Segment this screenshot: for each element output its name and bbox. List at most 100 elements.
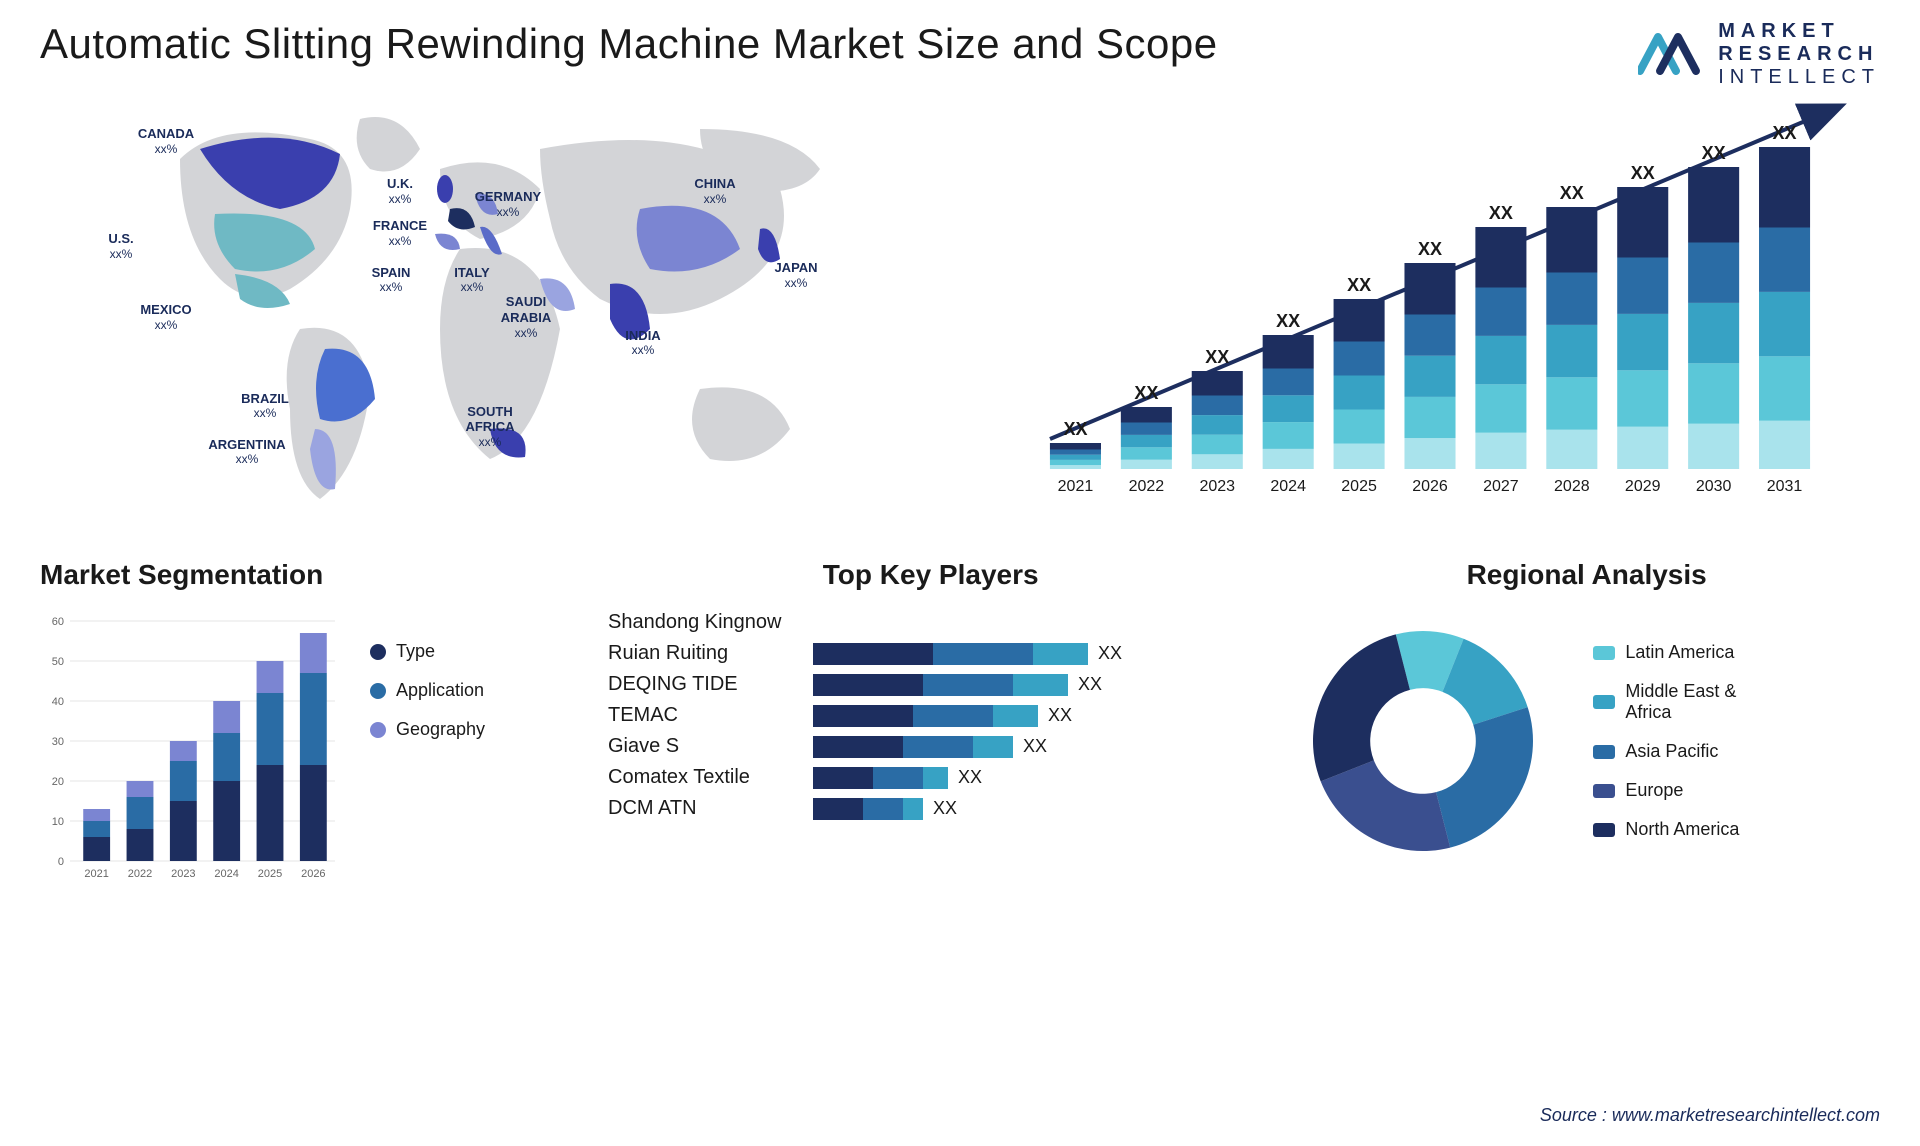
svg-text:50: 50: [52, 656, 64, 668]
player-row: DCM ATN XX: [608, 797, 1253, 820]
svg-text:60: 60: [52, 616, 64, 628]
svg-text:30: 30: [52, 736, 64, 748]
player-value: XX: [1098, 643, 1122, 664]
player-value: XX: [1023, 736, 1047, 757]
regional-legend: Latin America Middle East &Africa Asia Pac…: [1593, 642, 1739, 840]
player-name: DEQING TIDE: [608, 673, 798, 696]
map-label: U.K.xx%: [387, 176, 413, 206]
key-players-title: Top Key Players: [608, 559, 1253, 591]
svg-text:2025: 2025: [1341, 478, 1377, 495]
svg-text:2021: 2021: [84, 868, 108, 880]
player-value: XX: [958, 767, 982, 788]
svg-text:2029: 2029: [1625, 478, 1661, 495]
legend-item: Geography: [370, 719, 485, 740]
svg-text:2022: 2022: [1129, 478, 1165, 495]
map-label: SOUTHAFRICAxx%: [465, 404, 514, 450]
legend-item: Latin America: [1593, 642, 1739, 663]
source-label: Source : www.marketresearchintellect.com: [1540, 1105, 1880, 1126]
svg-text:2026: 2026: [1412, 478, 1448, 495]
logo-line1: MARKET: [1718, 20, 1880, 43]
player-name: Comatex Textile: [608, 766, 798, 789]
svg-text:10: 10: [52, 816, 64, 828]
map-label: ARGENTINAxx%: [208, 437, 285, 467]
svg-text:XX: XX: [1489, 203, 1513, 223]
svg-text:2028: 2028: [1554, 478, 1590, 495]
player-value: XX: [1078, 674, 1102, 695]
legend-item: Type: [370, 641, 485, 662]
map-label: GERMANYxx%: [475, 189, 541, 219]
player-row: Giave S XX: [608, 735, 1253, 758]
player-value: XX: [1048, 705, 1072, 726]
map-label: FRANCExx%: [373, 218, 427, 248]
logo-line2: RESEARCH: [1718, 43, 1880, 66]
logo-text: MARKET RESEARCH INTELLECT: [1718, 20, 1880, 89]
page-title: Automatic Slitting Rewinding Machine Mar…: [40, 20, 1218, 68]
svg-text:2031: 2031: [1767, 478, 1803, 495]
legend-item: Asia Pacific: [1593, 741, 1739, 762]
player-value: XX: [933, 798, 957, 819]
svg-text:2024: 2024: [1270, 478, 1306, 495]
world-map: CANADAxx% U.S.xx% MEXICOxx% BRAZILxx% ARGENT…: [40, 99, 940, 519]
svg-text:XX: XX: [1560, 183, 1584, 203]
logo-icon: [1638, 27, 1708, 83]
key-players-list: Shandong Kingnow Ruian Ruiting XX DEQING TI…: [608, 611, 1253, 820]
growth-chart-svg: XX 2021 XX 2022 XX 2023 XX 2024 XX 2025 XX 2026 XX 20…: [980, 99, 1880, 519]
svg-text:XX: XX: [1773, 123, 1797, 143]
svg-text:2021: 2021: [1058, 478, 1094, 495]
segmentation-chart: 0 10 20 30 40 50 60 2021 2022 2023 2024 2025 2026: [40, 611, 340, 891]
logo: MARKET RESEARCH INTELLECT: [1638, 20, 1880, 89]
svg-text:XX: XX: [1418, 239, 1442, 259]
growth-chart: XX 2021 XX 2022 XX 2023 XX 2024 XX 2025 XX 2026 XX 20…: [980, 99, 1880, 519]
svg-text:2024: 2024: [214, 868, 238, 880]
svg-text:2026: 2026: [301, 868, 325, 880]
lower-row: Market Segmentation 0 10 20 30 40 50 60 2021 202…: [40, 559, 1880, 891]
player-row: TEMAC XX: [608, 704, 1253, 727]
player-name: Ruian Ruiting: [608, 642, 798, 665]
map-label: U.S.xx%: [108, 231, 133, 261]
donut-chart: [1293, 611, 1553, 871]
player-name: Shandong Kingnow: [608, 611, 798, 634]
svg-text:XX: XX: [1205, 347, 1229, 367]
logo-line3: INTELLECT: [1718, 66, 1880, 89]
legend-item: Application: [370, 680, 485, 701]
svg-text:XX: XX: [1063, 419, 1087, 439]
legend-item: Europe: [1593, 780, 1739, 801]
svg-text:2027: 2027: [1483, 478, 1519, 495]
upper-row: CANADAxx% U.S.xx% MEXICOxx% BRAZILxx% ARGENT…: [40, 99, 1880, 519]
map-label: ITALYxx%: [454, 265, 489, 295]
player-row: Ruian Ruiting XX: [608, 642, 1253, 665]
player-name: Giave S: [608, 735, 798, 758]
regional-title: Regional Analysis: [1293, 559, 1880, 591]
map-label: MEXICOxx%: [140, 302, 191, 332]
player-row: Shandong Kingnow: [608, 611, 1253, 634]
map-label: SAUDIARABIAxx%: [501, 295, 552, 341]
map-label: INDIAxx%: [625, 328, 660, 358]
map-label: SPAINxx%: [372, 265, 411, 295]
svg-text:20: 20: [52, 776, 64, 788]
key-players-panel: Top Key Players Shandong Kingnow Ruian Ru…: [608, 559, 1253, 891]
map-label: BRAZILxx%: [241, 391, 289, 421]
map-label: CANADAxx%: [138, 126, 194, 156]
segmentation-panel: Market Segmentation 0 10 20 30 40 50 60 2021 202…: [40, 559, 568, 891]
svg-text:2023: 2023: [1199, 478, 1235, 495]
header-row: Automatic Slitting Rewinding Machine Mar…: [40, 20, 1880, 89]
svg-text:0: 0: [58, 856, 64, 868]
player-name: DCM ATN: [608, 797, 798, 820]
map-label: JAPANxx%: [774, 260, 817, 290]
svg-text:40: 40: [52, 696, 64, 708]
legend-item: Middle East &Africa: [1593, 681, 1739, 723]
svg-text:2023: 2023: [171, 868, 195, 880]
player-row: Comatex Textile XX: [608, 766, 1253, 789]
svg-text:XX: XX: [1134, 383, 1158, 403]
svg-text:2030: 2030: [1696, 478, 1732, 495]
regional-panel: Regional Analysis Latin America Middle Ea…: [1293, 559, 1880, 891]
svg-text:XX: XX: [1631, 163, 1655, 183]
svg-text:2022: 2022: [128, 868, 152, 880]
player-name: TEMAC: [608, 704, 798, 727]
legend-item: North America: [1593, 819, 1739, 840]
segmentation-legend: Type Application Geography: [370, 611, 485, 740]
svg-text:2025: 2025: [258, 868, 282, 880]
svg-text:XX: XX: [1347, 275, 1371, 295]
segmentation-title: Market Segmentation: [40, 559, 568, 591]
svg-text:XX: XX: [1702, 143, 1726, 163]
